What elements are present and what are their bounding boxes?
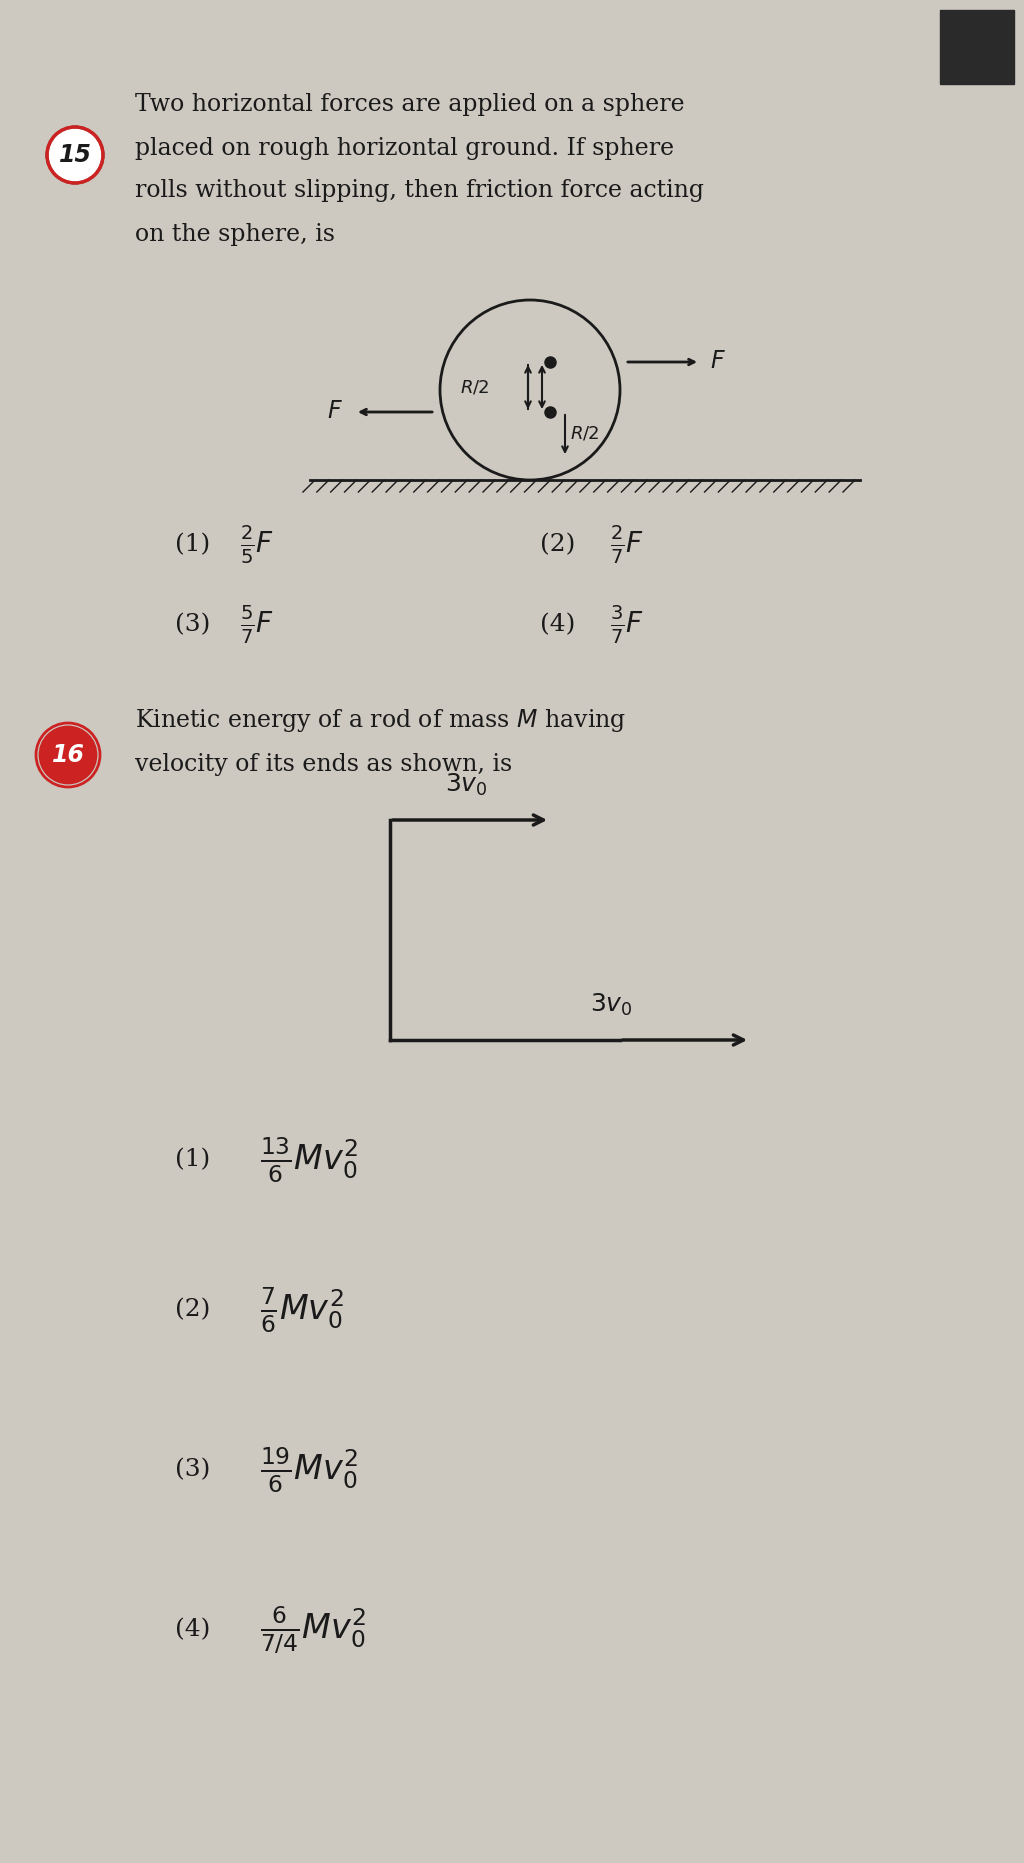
Text: 16: 16	[51, 743, 85, 768]
Text: (1): (1)	[175, 533, 210, 557]
Text: $\frac{6}{7/4}Mv_0^2$: $\frac{6}{7/4}Mv_0^2$	[260, 1604, 367, 1656]
Text: (4): (4)	[175, 1619, 210, 1641]
Text: velocity of its ends as shown, is: velocity of its ends as shown, is	[135, 753, 512, 777]
Text: (3): (3)	[175, 1459, 210, 1481]
Text: (2): (2)	[540, 533, 575, 557]
Text: (3): (3)	[175, 613, 210, 637]
Text: Kinetic energy of a rod of mass $M$ having: Kinetic energy of a rod of mass $M$ havi…	[135, 706, 627, 734]
Text: $\frac{3}{7}F$: $\frac{3}{7}F$	[610, 604, 644, 646]
Text: $3v_0$: $3v_0$	[590, 991, 633, 1017]
Text: $F$: $F$	[710, 350, 726, 373]
Text: $\frac{13}{6}Mv_0^2$: $\frac{13}{6}Mv_0^2$	[260, 1135, 358, 1185]
Text: (2): (2)	[175, 1299, 210, 1321]
Text: $R/2$: $R/2$	[570, 425, 600, 443]
Text: $3v_0$: $3v_0$	[445, 771, 487, 797]
Text: $\frac{2}{7}F$: $\frac{2}{7}F$	[610, 524, 644, 566]
Circle shape	[40, 727, 96, 782]
Text: $\frac{7}{6}Mv_0^2$: $\frac{7}{6}Mv_0^2$	[260, 1285, 344, 1334]
Text: (4): (4)	[540, 613, 575, 637]
Text: placed on rough horizontal ground. If sphere: placed on rough horizontal ground. If sp…	[135, 136, 674, 160]
Text: Two horizontal forces are applied on a sphere: Two horizontal forces are applied on a s…	[135, 93, 685, 117]
Text: 15: 15	[58, 143, 91, 168]
FancyBboxPatch shape	[940, 9, 1014, 84]
Text: $\frac{19}{6}Mv_0^2$: $\frac{19}{6}Mv_0^2$	[260, 1446, 358, 1494]
Circle shape	[47, 127, 103, 183]
Text: $\frac{2}{5}F$: $\frac{2}{5}F$	[240, 524, 274, 566]
Text: $R/2$: $R/2$	[460, 378, 489, 397]
Text: $\frac{5}{7}F$: $\frac{5}{7}F$	[240, 604, 274, 646]
Text: rolls without slipping, then friction force acting: rolls without slipping, then friction fo…	[135, 179, 705, 203]
Text: on the sphere, is: on the sphere, is	[135, 222, 335, 246]
Text: $F$: $F$	[327, 401, 343, 423]
Text: (1): (1)	[175, 1148, 210, 1172]
